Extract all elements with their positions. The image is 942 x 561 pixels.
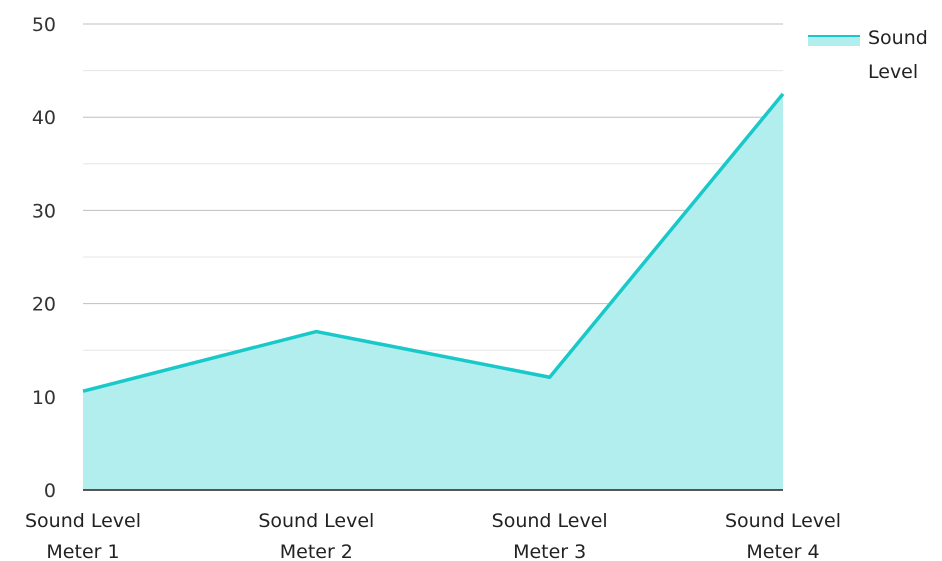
x-category-label: Meter 3: [513, 541, 586, 561]
legend-label-line-2: Level: [868, 61, 918, 83]
legend-swatch-fill: [808, 37, 860, 46]
series-area-fill: [83, 93, 783, 491]
x-category-label: Meter 1: [46, 541, 119, 561]
x-category-label: Sound Level: [725, 510, 841, 532]
x-axis-categories: Sound Level Meter 1 Sound Level Meter 2 Soun…: [25, 510, 841, 561]
y-tick-label: 20: [32, 294, 56, 316]
x-category-label: Sound Level: [25, 510, 141, 532]
x-category-label: Sound Level: [492, 510, 608, 532]
y-tick-label: 0: [44, 480, 56, 502]
x-category-label: Meter 4: [746, 541, 819, 561]
x-category-label: Sound Level: [258, 510, 374, 532]
legend: Sound Level: [808, 27, 928, 83]
x-category-label: Meter 2: [280, 541, 353, 561]
y-tick-label: 40: [32, 107, 56, 129]
y-tick-label: 30: [32, 200, 56, 222]
series-line: [82, 92, 785, 393]
y-tick-label: 50: [32, 14, 56, 36]
y-axis-ticks: 0 10 20 30 40 50: [32, 14, 56, 502]
y-tick-label: 10: [32, 387, 56, 409]
legend-label-line-1: Sound: [868, 27, 928, 49]
series-area: [82, 92, 785, 491]
